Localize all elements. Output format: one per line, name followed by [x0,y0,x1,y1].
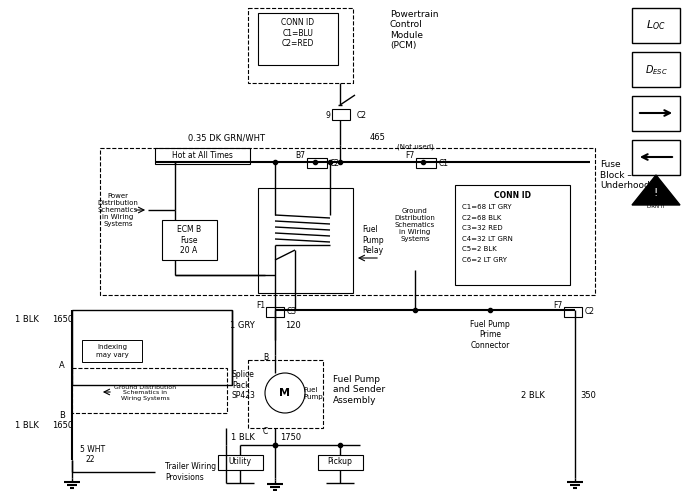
Bar [455,185,570,285]
Bar [318,455,363,470]
Text: C2=RED: C2=RED [282,38,314,48]
Text: 2 BLK: 2 BLK [521,390,545,400]
Polygon shape [632,175,680,205]
Text: 9: 9 [325,110,330,119]
Text: 0.35 DK GRN/WHT: 0.35 DK GRN/WHT [188,134,265,142]
Text: B: B [59,410,65,419]
Text: 1750: 1750 [280,434,301,442]
Bar [416,158,436,168]
Bar [162,220,217,260]
Text: 1 BLK: 1 BLK [231,434,255,442]
Text: 1 GRY: 1 GRY [230,321,255,329]
Text: F7: F7 [554,300,563,309]
Text: CONN ID: CONN ID [494,191,531,199]
Text: ECM B
Fuse
20 A: ECM B Fuse 20 A [177,225,201,255]
Bar [632,96,680,131]
Text: 1 BLK: 1 BLK [15,316,39,325]
Text: B7: B7 [295,151,305,160]
Text: 1 BLK: 1 BLK [15,420,39,430]
Bar [218,455,263,470]
Text: 22: 22 [85,456,95,464]
Text: B: B [263,354,268,362]
Bar [332,109,350,120]
Bar [307,158,327,168]
Text: C1: C1 [439,159,449,167]
Text: C2: C2 [357,110,367,119]
Bar [72,368,227,413]
Text: C3: C3 [287,306,297,316]
Text: DRN II: DRN II [648,204,664,210]
Text: CONN ID: CONN ID [281,18,314,27]
Bar [258,188,353,293]
Bar [248,8,353,83]
Bar [632,140,680,175]
Text: Ground
Distribution
Schematics
in Wiring
Systems: Ground Distribution Schematics in Wiring… [395,208,435,242]
Text: Splice
Pack
SP423: Splice Pack SP423 [232,370,256,400]
Text: Powertrain
Control
Module
(PCM): Powertrain Control Module (PCM) [390,10,438,50]
Text: $D_{ESC}$: $D_{ESC}$ [645,63,667,77]
Text: C2: C2 [330,159,340,167]
Bar [266,307,284,317]
Text: Fuse
Block –
Underhood: Fuse Block – Underhood [600,160,650,190]
Text: C5=2 BLK: C5=2 BLK [462,246,497,252]
Bar [72,310,232,385]
Text: Trailer Wiring
Provisions: Trailer Wiring Provisions [165,463,216,482]
Text: 1650: 1650 [52,420,73,430]
Text: 1650: 1650 [52,316,73,325]
Bar [632,8,680,43]
Text: C3=32 RED: C3=32 RED [462,225,503,231]
Text: Indexing
may vary: Indexing may vary [96,345,128,357]
Text: Ground Distribution
Schematics in
Wiring Systems: Ground Distribution Schematics in Wiring… [114,385,176,401]
Bar [564,307,582,317]
Text: Power
Distribution
Schematics
in Wiring
Systems: Power Distribution Schematics in Wiring … [97,193,139,227]
Text: F7: F7 [406,151,415,160]
Text: Fuel Pump
and Sender
Assembly: Fuel Pump and Sender Assembly [333,375,385,405]
Text: Fuel
Pump: Fuel Pump [303,386,323,400]
Text: C1=68 LT GRY: C1=68 LT GRY [462,204,512,210]
Text: C: C [262,428,268,436]
Bar [258,13,338,65]
Circle shape [265,373,305,413]
Text: A: A [60,360,65,370]
Text: Pickup: Pickup [328,458,352,466]
Text: C4=32 LT GRN: C4=32 LT GRN [462,236,513,242]
Text: !: ! [654,188,658,198]
Text: C6=2 LT GRY: C6=2 LT GRY [462,257,507,263]
Text: Fuel
Pump
Relay: Fuel Pump Relay [362,225,384,255]
Bar [155,148,250,164]
Text: 350: 350 [580,390,596,400]
Text: $L_{OC}$: $L_{OC}$ [646,18,666,32]
Bar [82,340,142,362]
Text: 465: 465 [370,134,386,142]
Text: C2: C2 [585,306,595,316]
Text: 5 WHT: 5 WHT [80,445,105,455]
Text: (Not used): (Not used) [397,144,433,150]
Text: Utility: Utility [228,458,251,466]
Bar [248,360,323,428]
Text: M: M [279,388,290,398]
Text: Fuel Pump
Prime
Connector: Fuel Pump Prime Connector [470,320,510,350]
Text: Hot at All Times: Hot at All Times [172,152,232,161]
Text: C2=68 BLK: C2=68 BLK [462,215,501,221]
Text: C1=BLU: C1=BLU [283,28,314,37]
Text: F1: F1 [256,300,265,309]
Text: 120: 120 [285,321,301,329]
Bar [100,148,595,295]
Bar [632,52,680,87]
